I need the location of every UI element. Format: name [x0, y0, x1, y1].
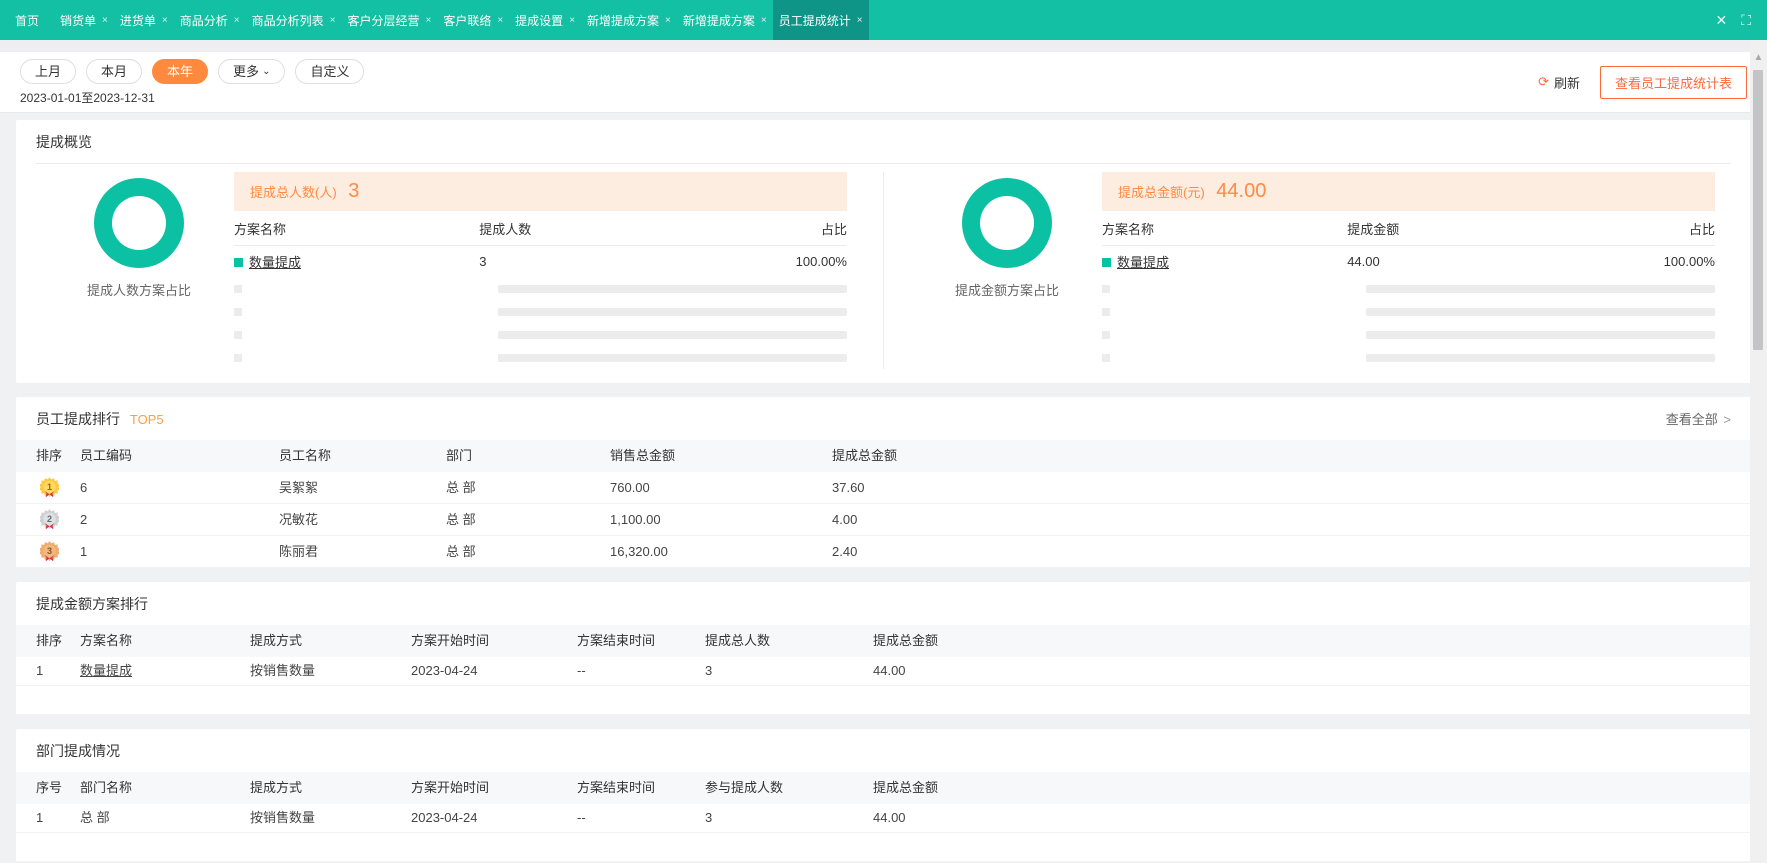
svg-text:1: 1: [46, 482, 51, 492]
svg-text:2: 2: [46, 514, 51, 524]
svg-text:3: 3: [46, 546, 51, 556]
